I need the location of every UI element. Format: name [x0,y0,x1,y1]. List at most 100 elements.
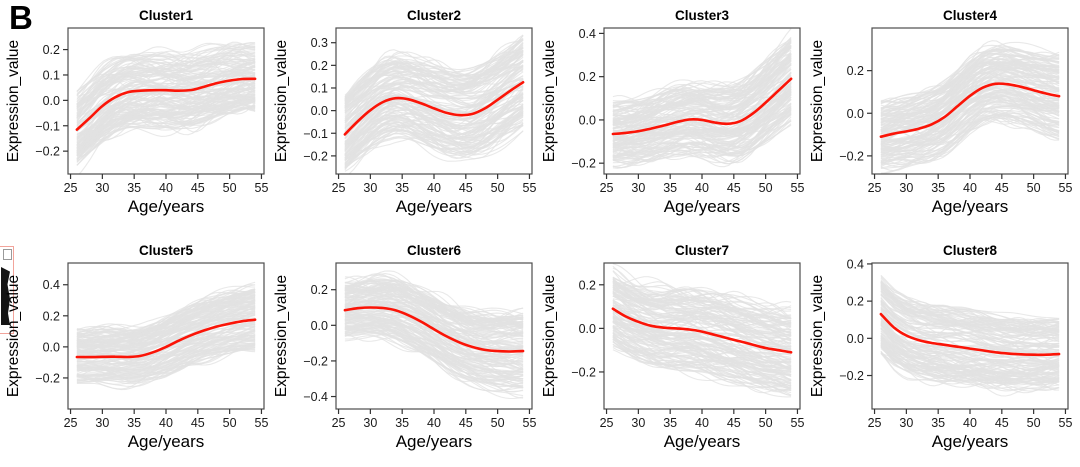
background-trajectories [344,34,524,174]
cluster-panel-7: −0.2 0.0 0.2 25 30 35 40 45 50 55 Cluster7 Expressi… [540,239,808,465]
cluster-title: Cluster8 [943,243,998,258]
x-tick-label: 40 [159,416,173,430]
x-axis-label: Age/years [932,432,1009,451]
y-tick-label: −0.2 [571,157,596,171]
y-tick-label: −0.2 [303,354,328,368]
y-tick-label: 0.0 [579,322,596,336]
y-tick-label: 0.4 [43,278,60,292]
trend-line [343,81,525,136]
x-tick-label: 30 [899,181,913,195]
y-axis-label: Expression_value [273,275,290,397]
y-tick-label: 0.0 [579,113,596,127]
x-tick-label: 40 [695,416,709,430]
x-tick-label: 25 [868,181,882,195]
cluster-title: Cluster5 [139,243,194,258]
x-tick-label: 35 [127,416,141,430]
x-tick-label: 35 [395,181,409,195]
y-axis-label: Expression_value [5,40,22,162]
background-trajectories [612,28,792,169]
y-tick-label: 0.1 [311,81,328,95]
trend-line [75,318,257,359]
cluster-chart-5: −0.2 0.0 0.2 0.4 25 30 35 40 45 50 55 Cluster5 Expre… [5,243,268,451]
cluster-panel-6: −0.4 −0.2 0.0 0.2 25 30 35 40 45 50 55 Cluster6 Expr… [272,239,540,465]
x-tick-label: 40 [963,416,977,430]
x-tick-label: 50 [223,416,237,430]
cluster-title: Cluster1 [139,8,194,23]
x-tick-label: 40 [427,181,441,195]
y-tick-label: −0.2 [35,371,60,385]
y-tick-label: −0.2 [839,369,864,383]
y-tick-label: 0.0 [847,107,864,121]
x-tick-label: 50 [491,416,505,430]
y-axis-label: Expression_value [809,40,826,162]
cluster-panel-4: −0.2 0.0 0.2 25 30 35 40 45 50 55 Cluster4 Expressi… [808,4,1076,230]
y-tick-label: 0.2 [43,309,60,323]
y-tick-label: 0.0 [847,332,864,346]
cluster-panel-1: −0.2 −0.1 0.0 0.1 0.2 25 30 35 40 45 50 55 Cluster1 E… [4,4,272,230]
y-tick-label: −0.2 [303,149,328,163]
x-axis-label: Age/years [128,197,205,216]
y-tick-label: 0.0 [311,104,328,118]
x-tick-label: 30 [95,416,109,430]
cluster-title: Cluster4 [943,8,998,23]
x-tick-label: 55 [791,416,805,430]
x-tick-label: 45 [995,181,1009,195]
cluster-chart-7: −0.2 0.0 0.2 25 30 35 40 45 50 55 Cluster7 Expressi… [541,243,805,451]
y-tick-label: 0.2 [43,43,60,57]
cluster-chart-2: −0.2 −0.1 0.0 0.1 0.2 0.3 25 30 35 40 45 50 55 Cluste… [273,8,536,216]
x-tick-label: 40 [963,181,977,195]
cluster-panel-8: −0.2 0.0 0.2 0.4 25 30 35 40 45 50 55 Cluster8 Expre… [808,239,1076,465]
trend-line [611,77,793,136]
y-tick-label: 0.4 [579,27,596,41]
x-axis-label: Age/years [664,432,741,451]
cluster-panel-5: −0.2 0.0 0.2 0.4 25 30 35 40 45 50 55 Cluster5 Expre… [4,239,272,465]
x-tick-label: 40 [159,181,173,195]
y-tick-label: 0.4 [847,257,864,271]
x-tick-label: 55 [255,181,269,195]
x-tick-label: 45 [995,416,1009,430]
x-tick-label: 30 [899,416,913,430]
x-tick-label: 50 [759,416,773,430]
cluster-title: Cluster2 [407,8,461,23]
y-tick-label: 0.2 [847,64,864,78]
cluster-chart-8: −0.2 0.0 0.2 0.4 25 30 35 40 45 50 55 Cluster8 Expre… [809,243,1073,451]
y-tick-label: −0.1 [303,127,328,141]
cluster-chart-6: −0.4 −0.2 0.0 0.2 25 30 35 40 45 50 55 Cluster6 Expr… [273,243,537,451]
x-tick-label: 30 [363,416,377,430]
x-tick-label: 25 [600,181,614,195]
x-tick-label: 35 [931,416,945,430]
y-tick-label: 0.2 [847,295,864,309]
x-axis-label: Age/years [128,432,205,451]
y-tick-label: 0.2 [579,278,596,292]
y-tick-label: −0.2 [571,365,596,379]
x-tick-label: 50 [1027,416,1041,430]
trend-line [75,77,257,131]
x-tick-label: 40 [695,181,709,195]
trend-line [611,307,793,354]
x-tick-label: 45 [191,416,205,430]
thumbnail-box-icon [3,249,12,260]
x-tick-label: 45 [727,181,741,195]
x-tick-label: 25 [332,416,346,430]
x-tick-label: 55 [523,416,537,430]
x-tick-label: 35 [931,181,945,195]
background-trajectories [880,40,1060,174]
partial-thumbnail-artifact [0,246,14,334]
x-tick-label: 45 [191,181,205,195]
trend-line [879,82,1061,138]
y-tick-label: 0.2 [311,283,328,297]
x-tick-label: 50 [223,181,237,195]
x-tick-label: 50 [491,181,505,195]
cluster-title: Cluster6 [407,243,462,258]
y-axis-label: Expression_value [809,275,826,397]
x-tick-label: 25 [600,416,614,430]
y-tick-label: −0.1 [35,119,60,133]
x-tick-label: 45 [459,416,473,430]
y-axis-label: Expression_value [541,275,558,397]
y-tick-label: 0.0 [311,319,328,333]
trend-line [879,312,1061,357]
cluster-grid: −0.2 −0.1 0.0 0.1 0.2 25 30 35 40 45 50 55 Cluster1 E… [4,4,1076,465]
x-tick-label: 55 [1059,416,1073,430]
background-trajectories [880,274,1060,397]
y-tick-label: 0.0 [43,94,60,108]
